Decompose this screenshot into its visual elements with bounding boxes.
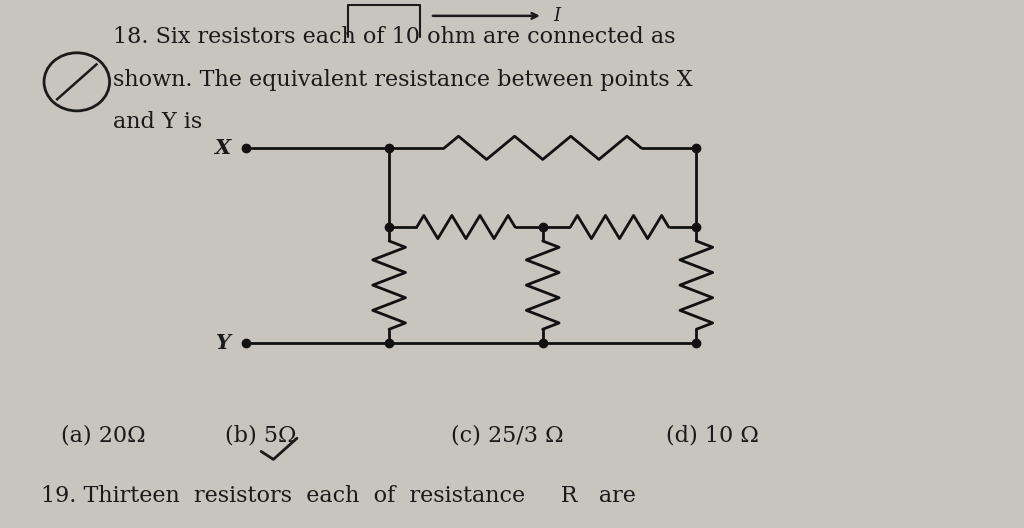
Text: 18. Six resistors each of 10 ohm are connected as: 18. Six resistors each of 10 ohm are con…	[113, 26, 675, 49]
Text: I: I	[553, 7, 560, 25]
Text: X: X	[214, 138, 230, 158]
Text: (b) 5Ω: (b) 5Ω	[225, 425, 297, 447]
Text: shown. The equivalent resistance between points X: shown. The equivalent resistance between…	[113, 69, 692, 91]
Text: (c) 25/3 Ω: (c) 25/3 Ω	[451, 425, 563, 447]
Text: Y: Y	[215, 333, 230, 353]
Text: and Y is: and Y is	[113, 111, 202, 133]
Text: (d) 10 Ω: (d) 10 Ω	[666, 425, 759, 447]
Text: 19. Thirteen  resistors  each  of  resistance     R   are: 19. Thirteen resistors each of resistanc…	[41, 485, 636, 507]
Text: (a) 20Ω: (a) 20Ω	[61, 425, 146, 447]
